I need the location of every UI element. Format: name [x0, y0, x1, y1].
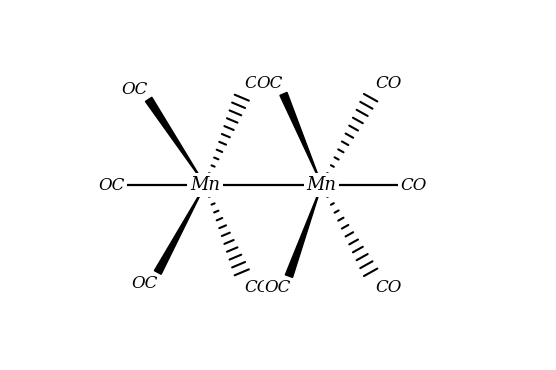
Text: CO: CO: [400, 176, 427, 194]
Polygon shape: [280, 92, 322, 185]
Text: CO: CO: [375, 279, 401, 296]
Text: OC: OC: [264, 279, 290, 296]
Text: CO: CO: [244, 279, 270, 296]
Text: CO: CO: [375, 75, 401, 92]
Polygon shape: [285, 185, 322, 278]
Text: OC: OC: [132, 275, 158, 292]
Text: OC: OC: [98, 176, 125, 194]
Text: OC: OC: [256, 75, 283, 92]
Polygon shape: [155, 185, 205, 274]
Text: OC: OC: [121, 81, 147, 98]
Text: Mn: Mn: [190, 176, 220, 194]
Text: CO: CO: [244, 75, 270, 92]
Polygon shape: [146, 97, 205, 185]
Text: Mn: Mn: [307, 176, 337, 194]
